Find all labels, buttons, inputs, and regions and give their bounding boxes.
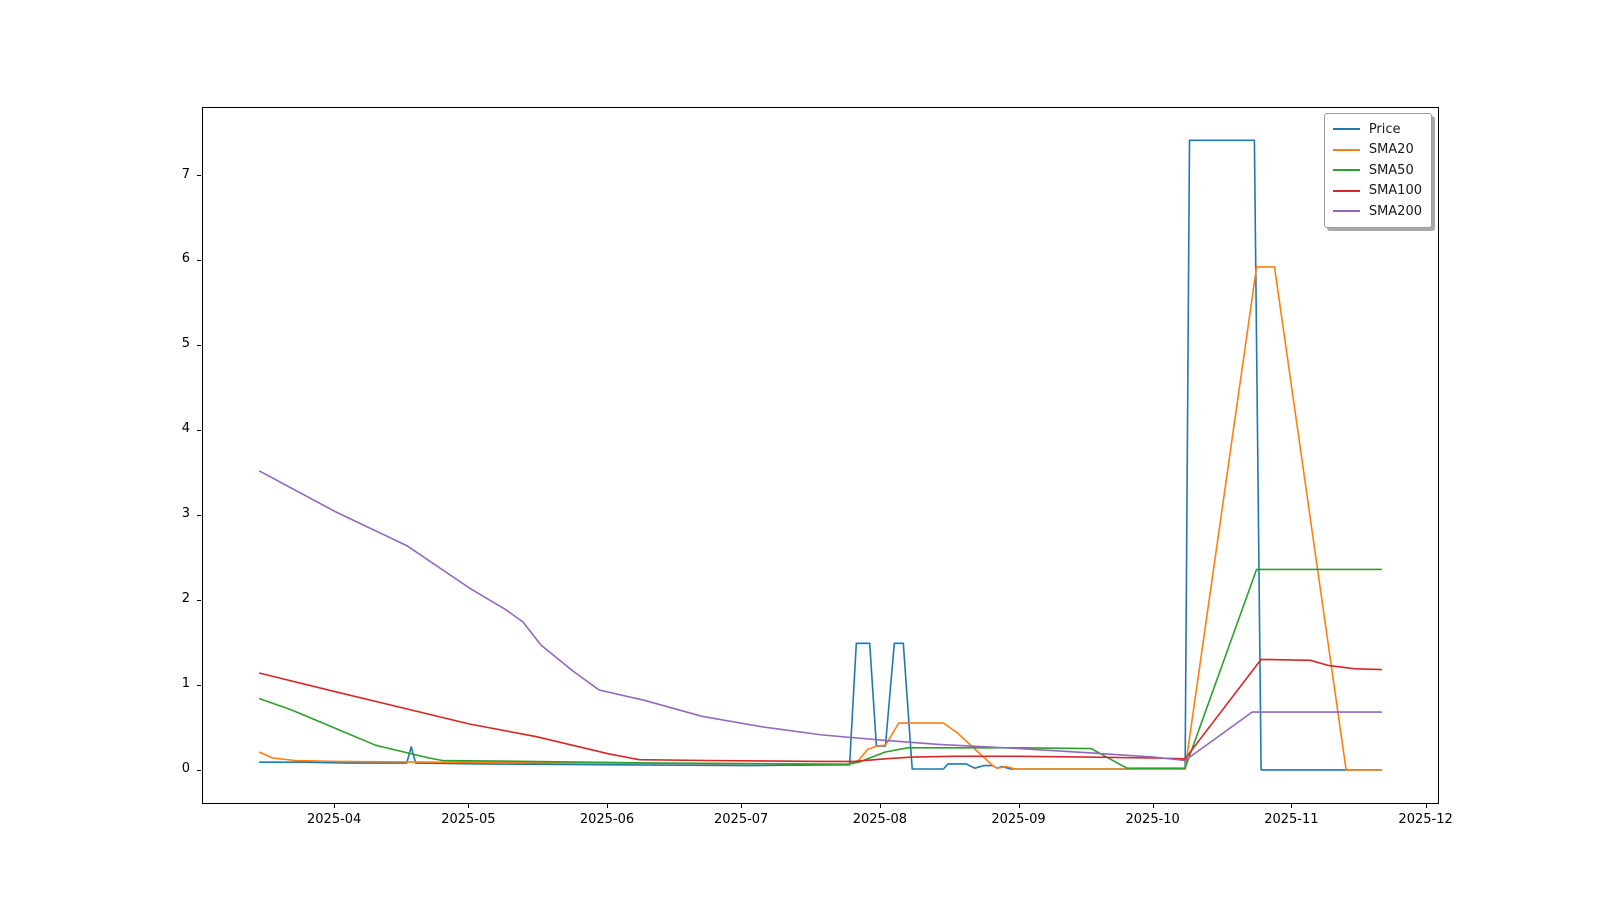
y-tick-mark: [197, 769, 201, 771]
y-tick-mark: [197, 599, 201, 601]
x-tick-label: 2025-04: [307, 812, 362, 827]
legend-line-sample: [1332, 169, 1360, 172]
x-tick-label: 2025-10: [1125, 812, 1180, 827]
y-tick-mark: [197, 514, 201, 516]
legend-entry: SMA50: [1332, 160, 1422, 181]
y-tick-mark: [197, 175, 201, 176]
series-line-sma100: [258, 658, 1382, 763]
y-tick-mark: [197, 344, 201, 346]
legend: Price SMA20 SMA50 SMA100 SMA200: [1323, 113, 1432, 228]
legend-label: SMA200: [1368, 203, 1422, 219]
legend-entry: SMA100: [1332, 181, 1422, 202]
series-line-sma20: [258, 266, 1382, 771]
x-tick-mark: [1018, 804, 1020, 808]
legend-line-sample: [1332, 128, 1360, 131]
x-tick-label: 2025-11: [1264, 812, 1319, 827]
y-tick-mark: [197, 259, 201, 261]
y-tick-label: 7: [181, 166, 190, 182]
x-tick-mark: [879, 804, 881, 808]
x-tick-mark: [741, 804, 743, 808]
legend-entry: SMA20: [1332, 140, 1422, 161]
x-tick-mark: [607, 804, 608, 808]
chart-canvas: [258, 139, 1382, 771]
legend-label: SMA20: [1368, 142, 1414, 158]
y-tick-label: 4: [181, 421, 190, 437]
plot-area: Price SMA20 SMA50 SMA100 SMA200: [202, 107, 1439, 804]
legend-entry: SMA200: [1332, 201, 1422, 222]
legend-line-sample: [1332, 148, 1360, 151]
legend-label: SMA50: [1368, 162, 1414, 178]
x-tick-label: 2025-09: [991, 812, 1046, 827]
legend-line-sample: [1332, 210, 1360, 213]
x-tick-label: 2025-08: [852, 812, 908, 827]
y-tick-label: 5: [181, 336, 190, 352]
y-tick-label: 1: [181, 676, 190, 692]
x-tick-label: 2025-12: [1398, 812, 1453, 827]
legend-label: Price: [1368, 121, 1401, 137]
y-tick-mark: [197, 429, 201, 431]
series-line-sma50: [258, 568, 1382, 770]
y-tick-label: 6: [181, 251, 190, 267]
y-tick-label: 2: [181, 591, 190, 607]
series-line-sma200: [258, 470, 1382, 762]
x-tick-label: 2025-07: [714, 812, 769, 827]
legend-line-sample: [1332, 189, 1360, 192]
x-tick-mark: [468, 804, 470, 808]
x-tick-mark: [1425, 804, 1427, 808]
y-tick-label: 0: [181, 761, 190, 777]
x-tick-mark: [1152, 804, 1154, 808]
y-tick-label: 3: [181, 506, 190, 522]
series-line-price: [259, 139, 1382, 771]
x-tick-mark: [334, 804, 336, 808]
legend-label: SMA100: [1368, 183, 1422, 199]
x-tick-mark: [1291, 804, 1293, 808]
legend-entry: Price: [1332, 119, 1422, 140]
x-tick-label: 2025-05: [441, 812, 496, 827]
x-tick-label: 2025-06: [579, 812, 635, 827]
y-tick-mark: [197, 684, 201, 686]
